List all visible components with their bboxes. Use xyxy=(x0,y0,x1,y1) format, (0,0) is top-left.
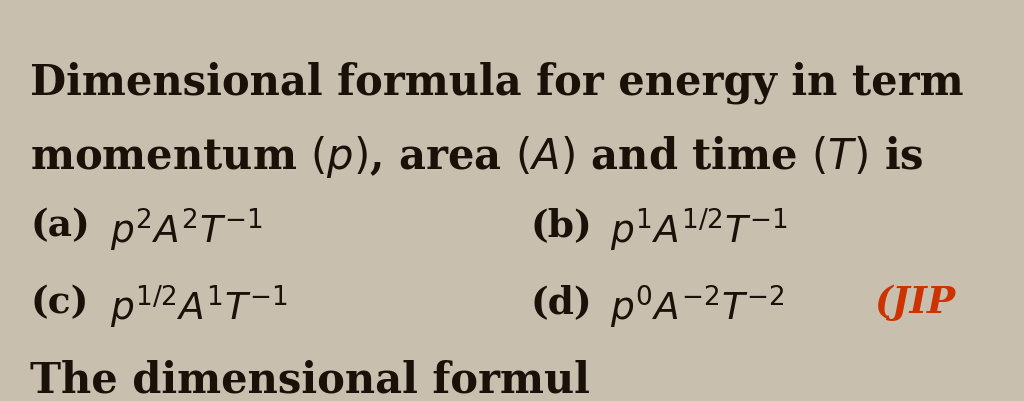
Text: Dimensional formula for energy in term: Dimensional formula for energy in term xyxy=(30,62,964,104)
Text: $p^{2}A^{2}T^{-1}$: $p^{2}A^{2}T^{-1}$ xyxy=(110,207,263,253)
Text: (JIP: (JIP xyxy=(874,283,956,320)
Text: (b): (b) xyxy=(530,207,592,243)
Text: (d): (d) xyxy=(530,283,592,320)
Text: $p^{1/2}A^{1}T^{-1}$: $p^{1/2}A^{1}T^{-1}$ xyxy=(110,283,288,330)
Text: $p^{1}A^{1/2}T^{-1}$: $p^{1}A^{1/2}T^{-1}$ xyxy=(610,207,787,253)
Text: momentum $(p)$, area $(A)$ and time $(T)$ is: momentum $(p)$, area $(A)$ and time $(T)… xyxy=(30,134,924,180)
Text: (a): (a) xyxy=(30,207,90,243)
Text: (c): (c) xyxy=(30,283,88,320)
Text: $p^{0}A^{-2}T^{-2}$: $p^{0}A^{-2}T^{-2}$ xyxy=(610,283,785,330)
Text: The dimensional formul: The dimensional formul xyxy=(30,359,590,401)
